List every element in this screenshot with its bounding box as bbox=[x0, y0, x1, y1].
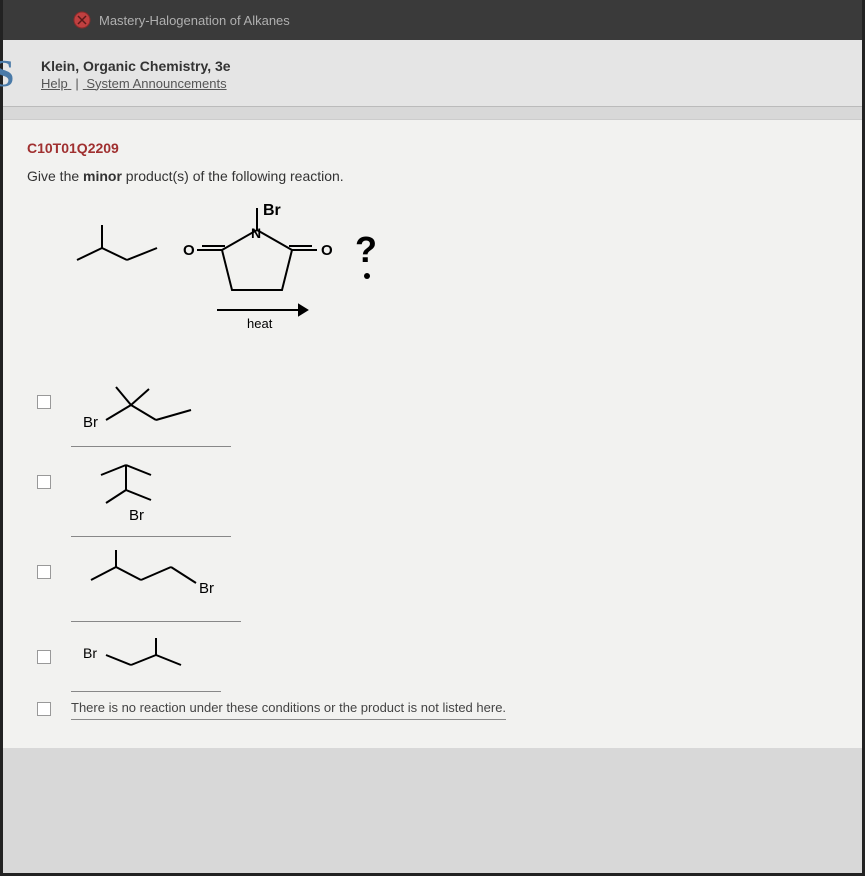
option-d-structure: Br bbox=[71, 630, 221, 692]
label-br-top: Br bbox=[263, 202, 281, 219]
browser-tab-bar: Mastery-Halogenation of Alkanes bbox=[3, 0, 862, 40]
option-b-checkbox[interactable] bbox=[37, 475, 51, 489]
option-a: Br bbox=[37, 375, 838, 447]
system-announcements-link[interactable]: System Announcements bbox=[86, 76, 226, 91]
publisher-logo-icon: S bbox=[0, 52, 33, 96]
label-o-left: O bbox=[183, 242, 195, 259]
option-d: Br bbox=[37, 630, 838, 692]
option-b-structure: Br bbox=[71, 455, 231, 537]
label-heat: heat bbox=[247, 316, 273, 331]
app-frame: Mastery-Halogenation of Alkanes S Klein,… bbox=[0, 0, 865, 876]
tab-favicon-icon bbox=[73, 11, 91, 29]
link-separator: | bbox=[75, 76, 78, 91]
option-a-br-label: Br bbox=[83, 414, 98, 431]
prompt-post: product(s) of the following reaction. bbox=[122, 168, 344, 184]
header-links: Help | System Announcements bbox=[41, 76, 862, 91]
option-c-br-label: Br bbox=[199, 580, 214, 597]
question-id: C10T01Q2209 bbox=[27, 140, 838, 156]
option-a-structure: Br bbox=[71, 375, 231, 447]
option-a-checkbox[interactable] bbox=[37, 395, 51, 409]
question-prompt: Give the minor product(s) of the followi… bbox=[27, 168, 838, 184]
option-d-br-label: Br bbox=[83, 645, 97, 661]
browser-tab-title: Mastery-Halogenation of Alkanes bbox=[99, 13, 290, 28]
reaction-scheme: Br N O O heat ? bbox=[67, 200, 838, 345]
option-c-structure: Br bbox=[71, 545, 241, 622]
option-c: Br bbox=[37, 545, 838, 622]
prompt-pre: Give the bbox=[27, 168, 83, 184]
question-panel: C10T01Q2209 Give the minor product(s) of… bbox=[3, 119, 862, 748]
option-e-text: There is no reaction under these conditi… bbox=[71, 700, 506, 720]
option-e-checkbox[interactable] bbox=[37, 702, 51, 716]
option-c-checkbox[interactable] bbox=[37, 565, 51, 579]
label-o-right: O bbox=[321, 242, 333, 259]
header-text-block: Klein, Organic Chemistry, 3e Help | Syst… bbox=[41, 58, 862, 91]
option-d-checkbox[interactable] bbox=[37, 650, 51, 664]
question-mark-icon: ? bbox=[355, 229, 377, 270]
help-link[interactable]: Help bbox=[41, 76, 68, 91]
option-b-br-label: Br bbox=[129, 507, 144, 524]
answer-options: Br Br bbox=[37, 375, 838, 720]
option-e: There is no reaction under these conditi… bbox=[37, 700, 838, 720]
option-b: Br bbox=[37, 455, 838, 537]
course-header: S Klein, Organic Chemistry, 3e Help | Sy… bbox=[3, 40, 862, 107]
book-title: Klein, Organic Chemistry, 3e bbox=[41, 58, 862, 74]
prompt-bold: minor bbox=[83, 168, 122, 184]
label-n: N bbox=[251, 225, 261, 241]
